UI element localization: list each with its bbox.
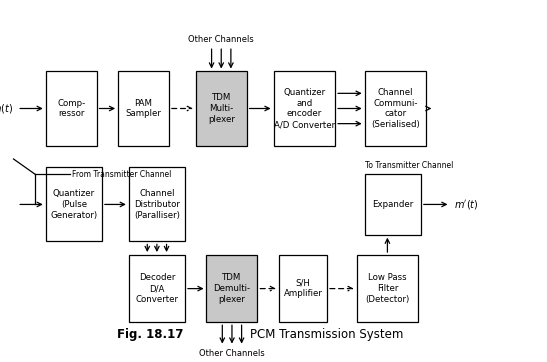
Text: Comp-
ressor: Comp- ressor	[57, 98, 85, 118]
Text: $m'(t)$: $m'(t)$	[454, 198, 479, 211]
Text: Other Channels: Other Channels	[188, 34, 254, 43]
FancyBboxPatch shape	[118, 71, 169, 146]
FancyBboxPatch shape	[129, 167, 185, 241]
Text: Fig. 18.17: Fig. 18.17	[117, 328, 183, 341]
FancyBboxPatch shape	[45, 71, 97, 146]
Text: Other Channels: Other Channels	[199, 349, 265, 358]
FancyBboxPatch shape	[279, 255, 327, 322]
FancyBboxPatch shape	[357, 255, 418, 322]
FancyBboxPatch shape	[365, 174, 421, 235]
Text: Quantizer
(Pulse
Generator): Quantizer (Pulse Generator)	[50, 189, 97, 220]
Text: Low Pass
Filter
(Detector): Low Pass Filter (Detector)	[365, 273, 410, 304]
Text: TDM
Multi-
plexer: TDM Multi- plexer	[208, 93, 235, 124]
FancyBboxPatch shape	[274, 71, 335, 146]
Text: S/H
Amplifier: S/H Amplifier	[283, 279, 322, 299]
Text: Quantizer
and
encoder
A/D Converter: Quantizer and encoder A/D Converter	[274, 88, 335, 129]
Text: PCM Transmission System: PCM Transmission System	[251, 328, 404, 341]
Text: From Transmitter Channel: From Transmitter Channel	[72, 170, 172, 178]
FancyBboxPatch shape	[45, 167, 102, 241]
Text: Decoder
D/A
Converter: Decoder D/A Converter	[136, 273, 178, 304]
Text: $m(t)$: $m(t)$	[0, 102, 13, 115]
Text: Expander: Expander	[372, 200, 414, 209]
Text: Channel
Communi-
cator
(Serialised): Channel Communi- cator (Serialised)	[371, 88, 420, 129]
FancyBboxPatch shape	[196, 71, 247, 146]
Text: To Transmitter Channel: To Transmitter Channel	[365, 161, 453, 170]
FancyBboxPatch shape	[365, 71, 426, 146]
FancyBboxPatch shape	[206, 255, 258, 322]
Text: TDM
Demulti-
plexer: TDM Demulti- plexer	[213, 273, 251, 304]
Text: PAM
Sampler: PAM Sampler	[126, 98, 161, 118]
Text: Channel
Distributor
(Paralliser): Channel Distributor (Paralliser)	[134, 189, 180, 220]
FancyBboxPatch shape	[129, 255, 185, 322]
